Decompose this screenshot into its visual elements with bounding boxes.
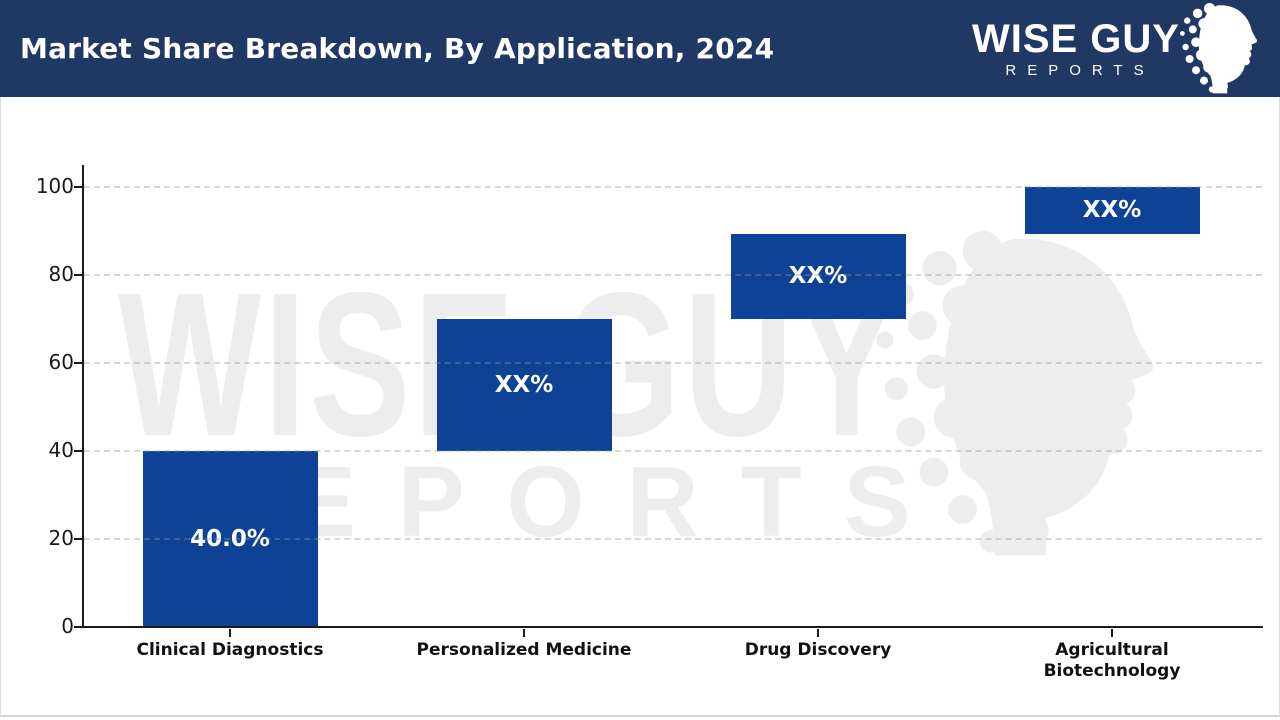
head-profile-icon	[1174, 2, 1266, 95]
category-label: Clinical Diagnostics	[136, 640, 324, 660]
y-tick	[74, 538, 83, 540]
x-tick	[229, 629, 231, 637]
logo-name: WISE GUY	[971, 16, 1180, 61]
bar-value-label: XX%	[494, 372, 554, 398]
gridline	[84, 538, 1262, 540]
y-tick	[74, 626, 83, 628]
category-label: Agricultural Biotechnology	[1043, 640, 1181, 682]
y-tick-label: 0	[61, 614, 74, 638]
x-tick	[817, 629, 819, 637]
category-label: Drug Discovery	[744, 640, 892, 660]
logo-text: WISE GUY REPORTS	[972, 19, 1180, 79]
y-tick-label: 80	[48, 262, 74, 286]
bar-value-label: XX%	[1082, 197, 1142, 224]
chart-title: Market Share Breakdown, By Application, …	[20, 32, 775, 65]
gridline	[84, 186, 1262, 188]
bar-value-label: 40.0%	[190, 526, 270, 552]
y-tick-label: 100	[35, 174, 74, 198]
y-axis-line	[82, 165, 84, 628]
y-tick	[74, 186, 83, 188]
category-label: Personalized Medicine	[416, 640, 632, 660]
x-axis-line	[82, 626, 1263, 628]
left-frame-line	[0, 97, 1, 717]
bar-segment: XX%	[436, 319, 612, 451]
bottom-frame-line	[0, 715, 1280, 717]
y-tick-label: 40	[48, 438, 74, 462]
gridline	[84, 450, 1262, 452]
watermark-head-icon	[862, 218, 1178, 574]
bar-segment: 40.0%	[142, 451, 318, 627]
y-tick-label: 20	[48, 526, 74, 550]
bar-segment: XX%	[730, 233, 906, 319]
y-tick	[74, 274, 83, 276]
bar-value-label: XX%	[788, 263, 848, 290]
wise-guy-logo: WISE GUY REPORTS	[972, 2, 1280, 95]
x-tick	[1111, 629, 1113, 637]
y-tick-label: 60	[48, 350, 74, 374]
gridline	[84, 274, 1262, 276]
y-tick	[74, 362, 83, 364]
header-bar: Market Share Breakdown, By Application, …	[0, 0, 1280, 97]
bar-segment: XX%	[1024, 187, 1200, 234]
gridline	[84, 362, 1262, 364]
logo-tagline: REPORTS	[1005, 61, 1155, 79]
y-tick	[74, 450, 83, 452]
x-tick	[523, 629, 525, 637]
